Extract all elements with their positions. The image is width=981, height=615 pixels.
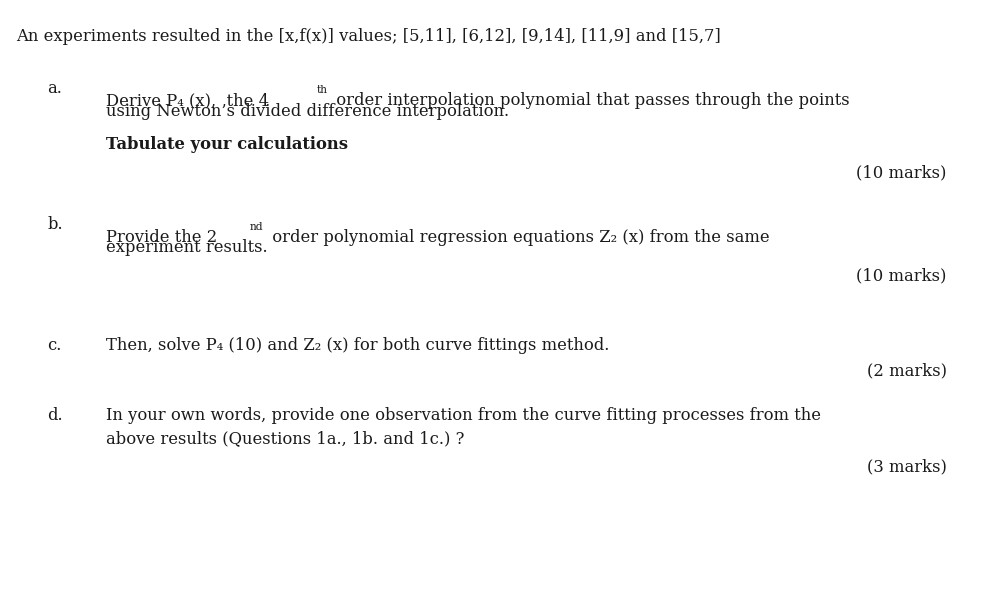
Text: Derive P₄ (x),  the 4: Derive P₄ (x), the 4: [106, 92, 269, 109]
Text: order interpolation polynomial that passes through the points: order interpolation polynomial that pass…: [331, 92, 850, 109]
Text: Then, solve P₄ (10) and Z₂ (x) for both curve fittings method.: Then, solve P₄ (10) and Z₂ (x) for both …: [106, 337, 609, 354]
Text: c.: c.: [47, 337, 62, 354]
Text: (3 marks): (3 marks): [867, 458, 947, 475]
Text: Tabulate your calculations: Tabulate your calculations: [106, 136, 348, 153]
Text: In your own words, provide one observation from the curve fitting processes from: In your own words, provide one observati…: [106, 407, 821, 424]
Text: (2 marks): (2 marks): [866, 363, 947, 380]
Text: (10 marks): (10 marks): [856, 164, 947, 181]
Text: An experiments resulted in the [x,f(x)] values; [5,11], [6,12], [9,14], [11,9] a: An experiments resulted in the [x,f(x)] …: [16, 28, 720, 45]
Text: a.: a.: [47, 80, 62, 97]
Text: order polynomial regression equations Z₂ (x) from the same: order polynomial regression equations Z₂…: [267, 229, 770, 246]
Text: experiment results.: experiment results.: [106, 239, 268, 256]
Text: d.: d.: [47, 407, 63, 424]
Text: above results (Questions 1a., 1b. and 1c.) ?: above results (Questions 1a., 1b. and 1c…: [106, 430, 464, 447]
Text: using Newton’s divided difference interpolation.: using Newton’s divided difference interp…: [106, 103, 509, 120]
Text: nd: nd: [249, 222, 263, 232]
Text: th: th: [317, 85, 328, 95]
Text: b.: b.: [47, 216, 63, 234]
Text: (10 marks): (10 marks): [856, 268, 947, 285]
Text: Provide the 2: Provide the 2: [106, 229, 217, 246]
